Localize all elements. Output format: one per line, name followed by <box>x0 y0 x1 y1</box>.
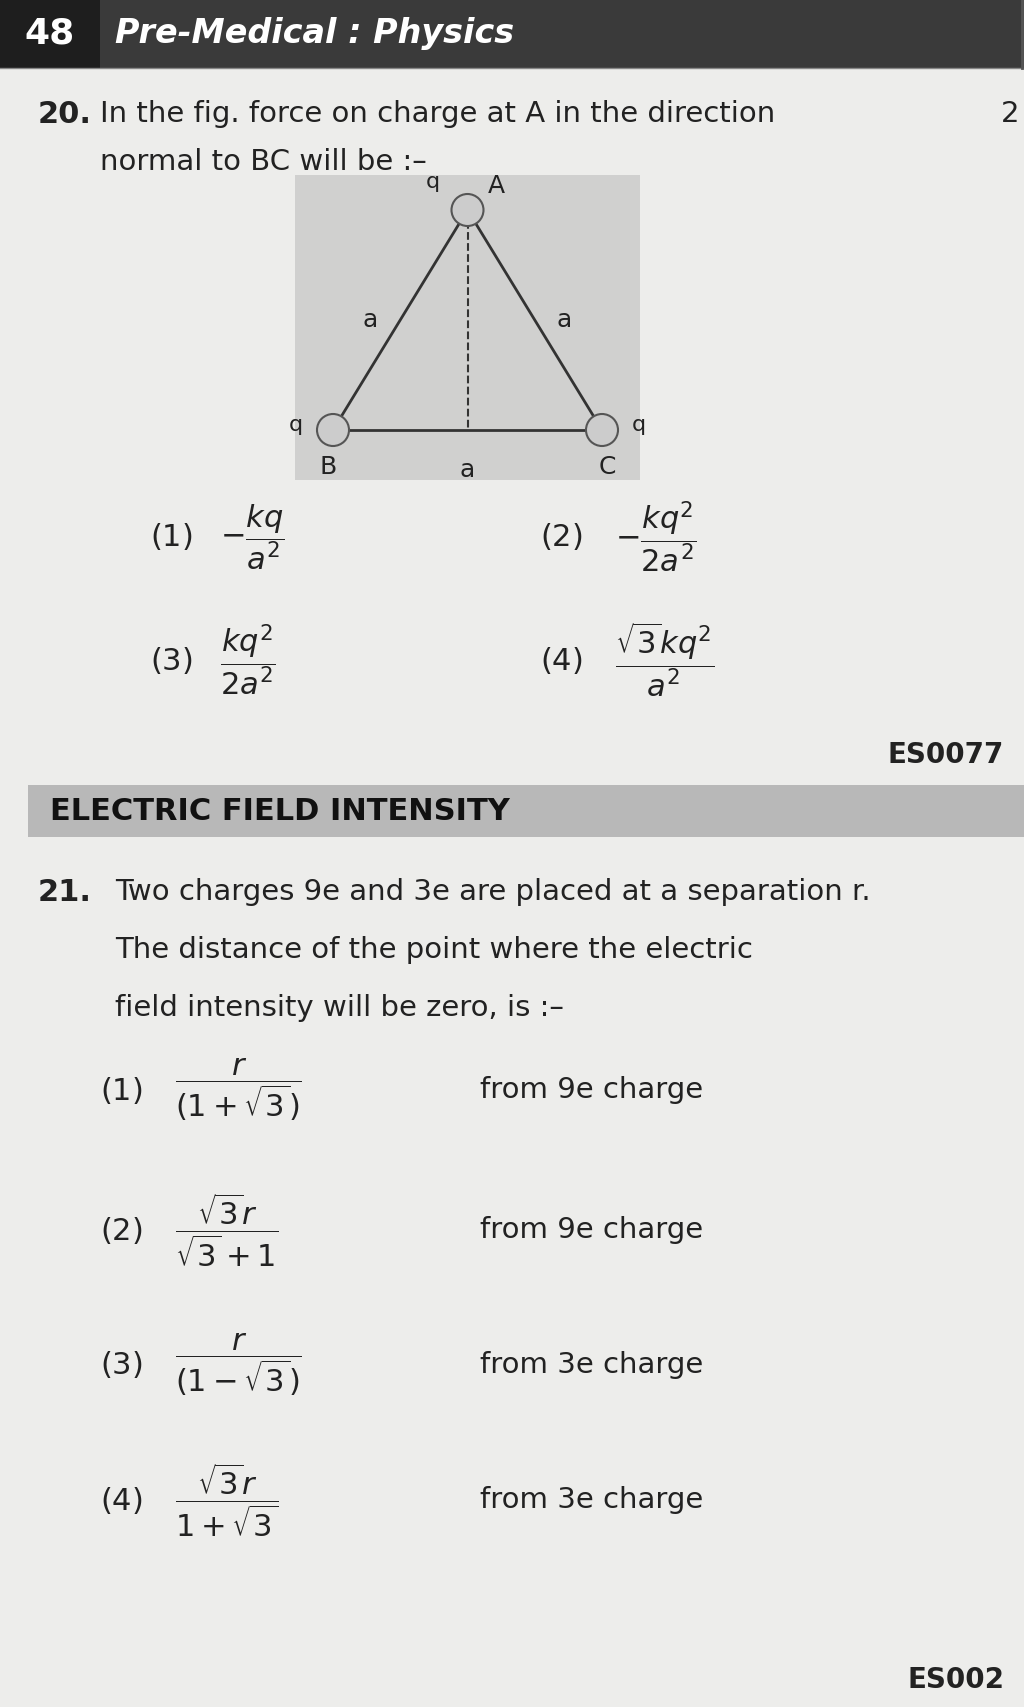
Text: from 9e charge: from 9e charge <box>480 1075 703 1104</box>
Text: a: a <box>460 457 475 481</box>
Text: $(2)$: $(2)$ <box>100 1214 142 1246</box>
Text: q: q <box>632 415 646 435</box>
Text: from 9e charge: from 9e charge <box>480 1215 703 1244</box>
Circle shape <box>452 195 483 225</box>
Text: 48: 48 <box>25 17 75 51</box>
Text: Two charges 9e and 3e are placed at a separation r.: Two charges 9e and 3e are placed at a se… <box>115 877 870 906</box>
Circle shape <box>586 415 618 446</box>
Text: ES002: ES002 <box>907 1666 1004 1693</box>
Text: B: B <box>319 456 337 480</box>
Text: Pre-Medical : Physics: Pre-Medical : Physics <box>115 17 514 51</box>
Bar <box>0 0 100 68</box>
Text: $(3)$: $(3)$ <box>100 1350 142 1381</box>
Text: $\dfrac{r}{(1+\sqrt{3})}$: $\dfrac{r}{(1+\sqrt{3})}$ <box>175 1057 302 1123</box>
Text: $\dfrac{\sqrt{3}kq^2}{a^2}$: $\dfrac{\sqrt{3}kq^2}{a^2}$ <box>615 621 714 700</box>
Text: ELECTRIC FIELD INTENSITY: ELECTRIC FIELD INTENSITY <box>50 797 510 826</box>
Text: q: q <box>289 415 303 435</box>
Text: field intensity will be zero, is :–: field intensity will be zero, is :– <box>115 993 564 1022</box>
Text: a: a <box>362 307 378 331</box>
Text: normal to BC will be :–: normal to BC will be :– <box>100 149 427 176</box>
Text: In the fig. force on charge at A in the direction: In the fig. force on charge at A in the … <box>100 101 775 128</box>
Text: $\dfrac{\sqrt{3}r}{1+\sqrt{3}}$: $\dfrac{\sqrt{3}r}{1+\sqrt{3}}$ <box>175 1461 279 1538</box>
Text: $(4)$: $(4)$ <box>100 1485 142 1516</box>
Text: q: q <box>425 172 439 191</box>
Text: $-\dfrac{kq^2}{2a^2}$: $-\dfrac{kq^2}{2a^2}$ <box>615 500 696 575</box>
Text: from 3e charge: from 3e charge <box>480 1350 703 1379</box>
Text: $(1)$: $(1)$ <box>150 522 193 553</box>
Text: $-\dfrac{kq}{a^2}$: $-\dfrac{kq}{a^2}$ <box>220 502 285 572</box>
Text: A: A <box>487 174 505 198</box>
Text: $\dfrac{\sqrt{3}r}{\sqrt{3}+1}$: $\dfrac{\sqrt{3}r}{\sqrt{3}+1}$ <box>175 1191 279 1268</box>
Text: $\dfrac{r}{(1-\sqrt{3})}$: $\dfrac{r}{(1-\sqrt{3})}$ <box>175 1331 302 1398</box>
Bar <box>295 176 640 480</box>
Text: 20.: 20. <box>38 101 92 130</box>
Text: 2: 2 <box>1000 101 1019 128</box>
Text: $\dfrac{kq^2}{2a^2}$: $\dfrac{kq^2}{2a^2}$ <box>220 623 275 698</box>
Bar <box>28 785 1024 836</box>
Text: $(3)$: $(3)$ <box>150 645 193 676</box>
Text: C: C <box>598 456 615 480</box>
Text: ES0077: ES0077 <box>888 741 1004 768</box>
Text: $(2)$: $(2)$ <box>540 522 583 553</box>
Text: $(4)$: $(4)$ <box>540 645 583 676</box>
Text: $(1)$: $(1)$ <box>100 1074 142 1106</box>
Text: 21.: 21. <box>38 877 92 906</box>
Bar <box>0 0 1024 68</box>
Text: from 3e charge: from 3e charge <box>480 1487 703 1514</box>
Text: a: a <box>557 307 572 331</box>
Circle shape <box>317 415 349 446</box>
Text: The distance of the point where the electric: The distance of the point where the elec… <box>115 935 753 964</box>
